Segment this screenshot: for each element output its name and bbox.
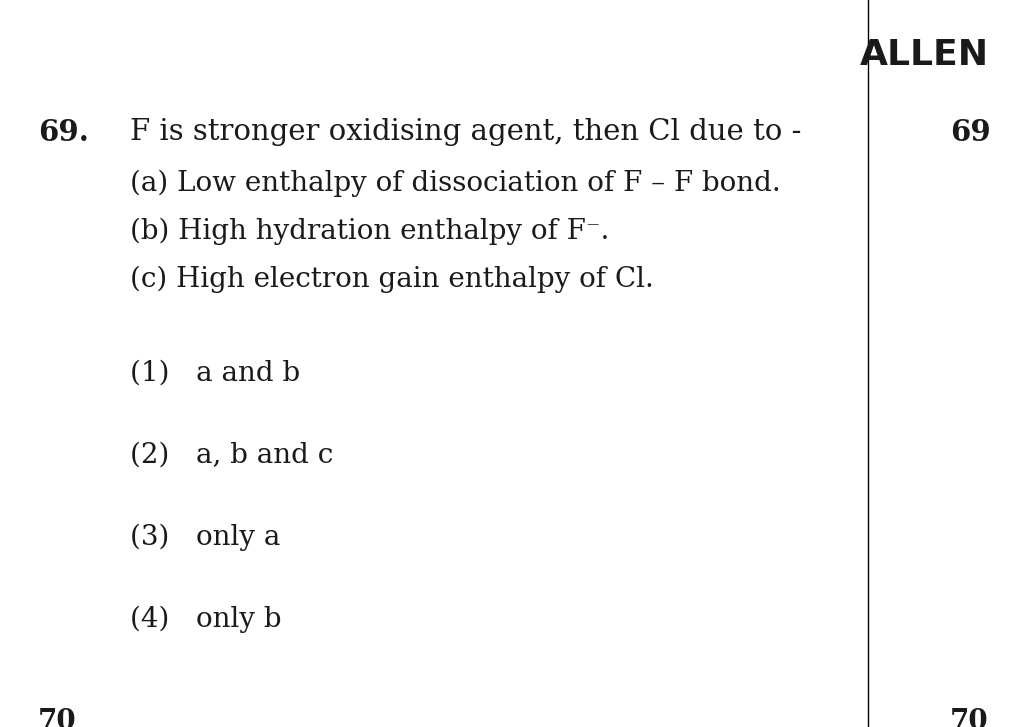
Text: 69.: 69. — [38, 118, 89, 147]
Text: (b) High hydration enthalpy of F⁻.: (b) High hydration enthalpy of F⁻. — [130, 218, 609, 245]
Text: (1)   a and b: (1) a and b — [130, 360, 300, 387]
Text: ALLEN: ALLEN — [860, 38, 989, 72]
Text: (4)   only b: (4) only b — [130, 606, 282, 633]
Text: 70: 70 — [950, 708, 988, 727]
Text: F is stronger oxidising agent, then Cl due to -: F is stronger oxidising agent, then Cl d… — [130, 118, 802, 146]
Text: (a) Low enthalpy of dissociation of F – F bond.: (a) Low enthalpy of dissociation of F – … — [130, 170, 780, 197]
Text: (3)   only a: (3) only a — [130, 524, 281, 551]
Text: 69: 69 — [950, 118, 991, 147]
Text: (2)   a, b and c: (2) a, b and c — [130, 442, 333, 469]
Text: (c) High electron gain enthalpy of Cl.: (c) High electron gain enthalpy of Cl. — [130, 266, 654, 294]
Text: 70: 70 — [38, 708, 77, 727]
